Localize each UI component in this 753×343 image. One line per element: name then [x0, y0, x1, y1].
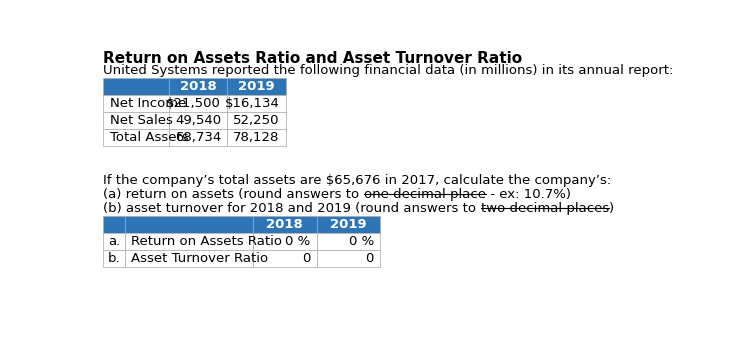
Text: Total Assets: Total Assets — [110, 131, 188, 144]
Text: United Systems reported the following financial data (in millions) in its annual: United Systems reported the following fi… — [103, 64, 674, 77]
Bar — [103, 112, 169, 129]
Text: 0: 0 — [365, 252, 374, 265]
Text: 0: 0 — [302, 252, 310, 265]
Text: 52,250: 52,250 — [233, 114, 279, 127]
Text: 2018: 2018 — [180, 80, 217, 93]
Text: Net Income: Net Income — [110, 97, 186, 110]
Text: Return on Assets Ratio: Return on Assets Ratio — [131, 235, 282, 248]
Bar — [103, 250, 125, 267]
Text: 68,734: 68,734 — [175, 131, 221, 144]
Bar — [227, 112, 285, 129]
Text: Net Sales: Net Sales — [110, 114, 172, 127]
Text: Return on Assets Ratio and Asset Turnover Ratio: Return on Assets Ratio and Asset Turnove… — [103, 51, 523, 66]
Bar — [103, 95, 169, 112]
Bar — [253, 250, 316, 267]
Text: 2019: 2019 — [238, 80, 275, 93]
Text: (b) asset turnover for 2018 and 2019 (round answers to: (b) asset turnover for 2018 and 2019 (ro… — [103, 202, 480, 215]
Text: 2018: 2018 — [267, 218, 303, 231]
Bar — [103, 78, 169, 95]
Text: If the company’s total assets are $65,676 in 2017, calculate the company’s:: If the company’s total assets are $65,67… — [103, 174, 611, 187]
Text: Asset Turnover Ratio: Asset Turnover Ratio — [131, 252, 269, 265]
Bar — [169, 129, 227, 146]
Text: 78,128: 78,128 — [233, 131, 279, 144]
Text: - ex: 10.7%): - ex: 10.7%) — [486, 188, 571, 201]
Bar — [316, 233, 380, 250]
Text: (a) return on assets (round answers to: (a) return on assets (round answers to — [103, 188, 364, 201]
Bar — [125, 216, 253, 233]
Bar — [125, 250, 253, 267]
Bar — [316, 250, 380, 267]
Text: a.: a. — [108, 235, 120, 248]
Bar — [227, 78, 285, 95]
Text: two decimal places: two decimal places — [480, 202, 609, 215]
Bar — [253, 233, 316, 250]
Bar — [169, 112, 227, 129]
Bar — [253, 216, 316, 233]
Text: 0 %: 0 % — [285, 235, 310, 248]
Text: 2019: 2019 — [330, 218, 367, 231]
Bar — [169, 78, 227, 95]
Text: $16,134: $16,134 — [224, 97, 279, 110]
Bar — [227, 95, 285, 112]
Bar — [316, 216, 380, 233]
Bar — [169, 95, 227, 112]
Text: one decimal place: one decimal place — [364, 188, 486, 201]
Text: 0 %: 0 % — [349, 235, 374, 248]
Text: ): ) — [609, 202, 614, 215]
Bar — [125, 233, 253, 250]
Bar — [227, 129, 285, 146]
Bar — [103, 129, 169, 146]
Bar — [103, 233, 125, 250]
Bar — [103, 216, 125, 233]
Text: b.: b. — [108, 252, 120, 265]
Text: $21,500: $21,500 — [166, 97, 221, 110]
Text: 49,540: 49,540 — [175, 114, 221, 127]
